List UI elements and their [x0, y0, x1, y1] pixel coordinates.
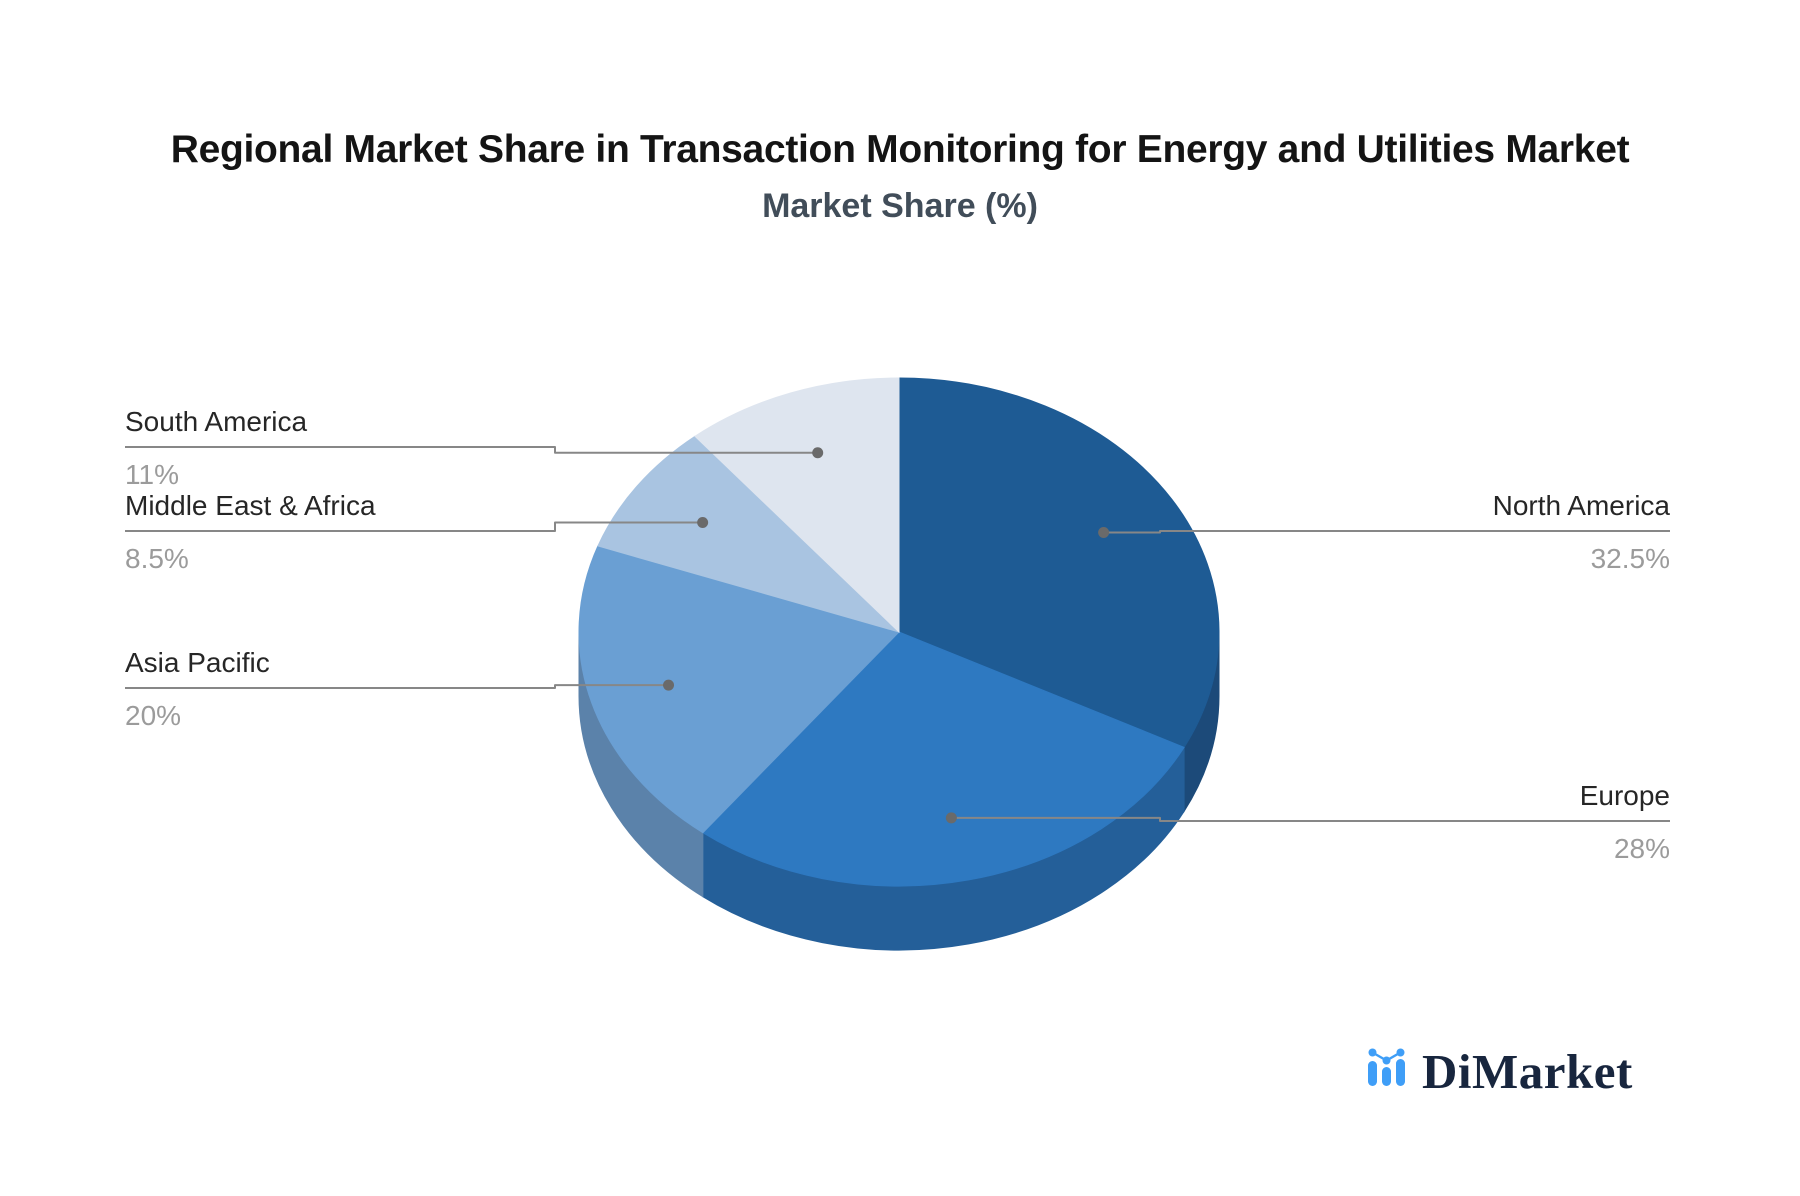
callout-line-asia-pacific — [125, 684, 669, 689]
callout-line-north-america — [1103, 530, 1670, 534]
callout-value-europe: 28% — [1613, 833, 1670, 864]
pie-slice-europe — [702, 631, 1185, 887]
callout-dot-north-america — [1098, 526, 1110, 538]
callout-label-europe: Europe — [1579, 780, 1670, 811]
callout-dot-middle-east-africa — [697, 516, 709, 528]
callout-label-north-america: North America — [1492, 490, 1670, 521]
callout-line-middle-east-africa — [125, 521, 703, 532]
callout-dot-europe — [945, 812, 957, 824]
chart-subtitle: Market Share (%) — [762, 187, 1038, 225]
callout-label-middle-east-africa: Middle East & Africa — [125, 490, 376, 521]
callout-value-asia-pacific: 20% — [125, 700, 182, 731]
callout-value-middle-east-africa: 8.5% — [125, 543, 189, 574]
dimarket-logo: DiMarket — [1367, 1040, 1633, 1096]
chart-title: Regional Market Share in Transaction Mon… — [170, 128, 1630, 171]
pie-slice-asia-pacific — [578, 545, 900, 834]
callout-value-north-america: 32.5% — [1590, 543, 1670, 574]
pie-slice-north-america — [898, 377, 1220, 748]
dimarket-logo-text: DiMarket — [1422, 1044, 1633, 1099]
callout-label-south-america: South America — [125, 406, 308, 437]
pie-slice-middle-east-africa — [597, 435, 900, 633]
callout-label-asia-pacific: Asia Pacific — [125, 647, 270, 678]
callout-dot-south-america — [812, 447, 824, 459]
pie-slice-south-america — [694, 377, 900, 634]
callout-dot-asia-pacific — [663, 679, 675, 691]
callout-line-south-america — [125, 446, 818, 454]
callout-value-south-america: 11% — [125, 459, 179, 490]
dimarket-logo-icon — [1368, 1048, 1405, 1086]
callout-line-europe — [951, 816, 1670, 822]
